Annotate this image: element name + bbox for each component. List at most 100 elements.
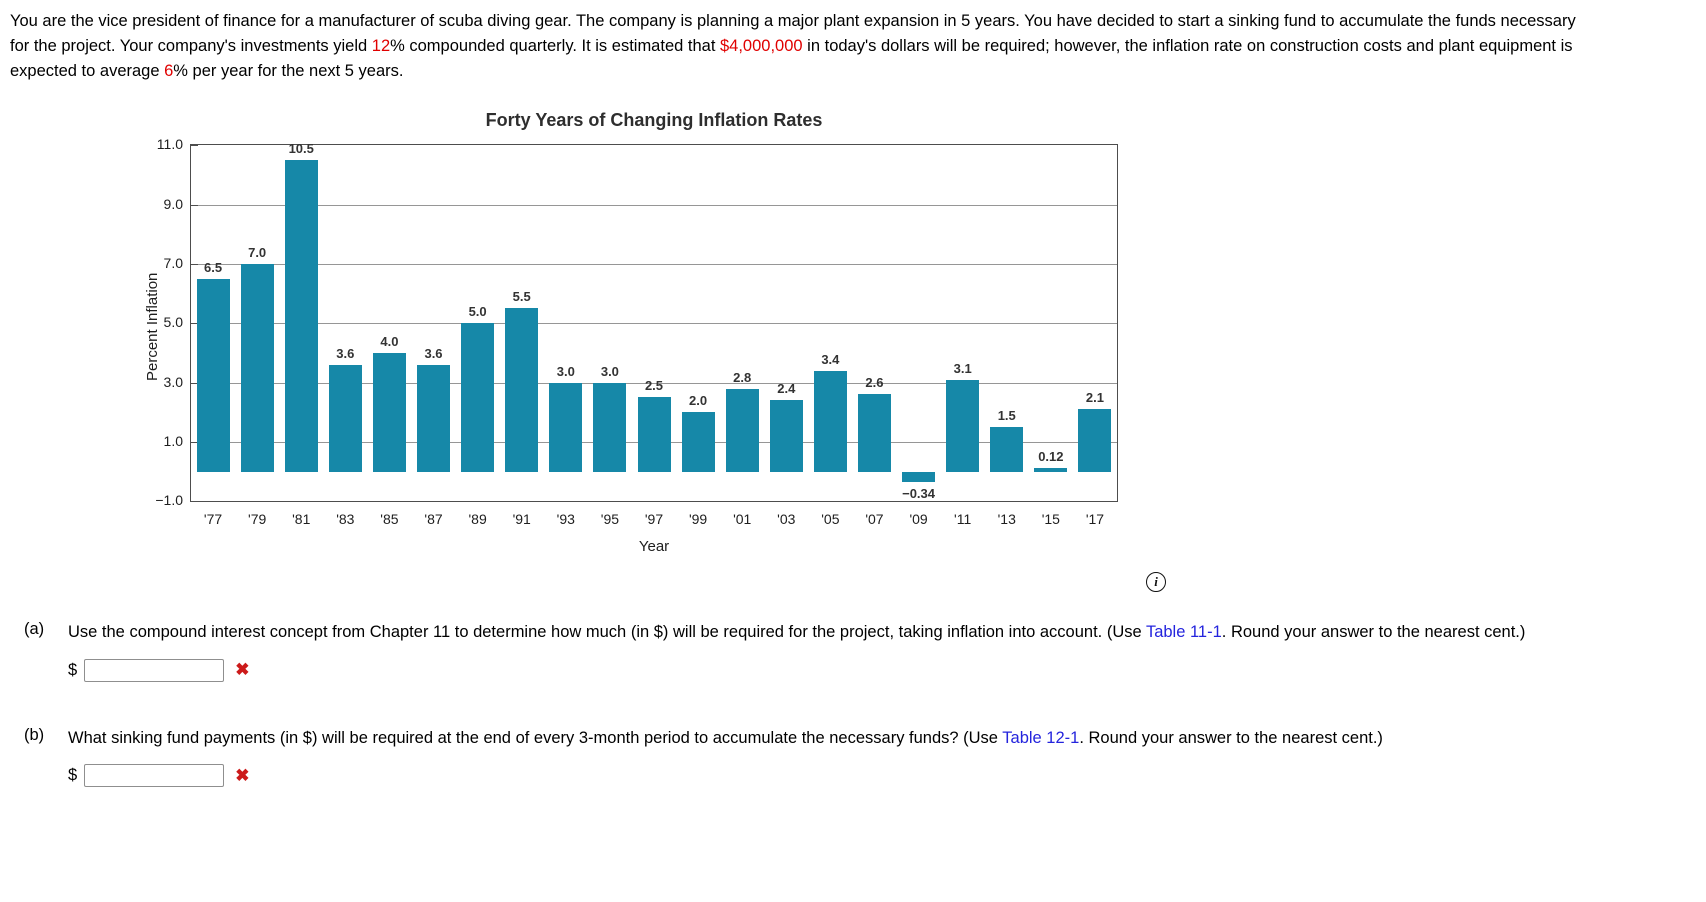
- y-tick-label: 9.0: [163, 195, 183, 212]
- x-tick-label: '11: [954, 511, 972, 528]
- bar-value-label: 7.0: [248, 244, 267, 260]
- bar-value-label: 1.5: [997, 408, 1016, 424]
- x-tick-label: '97: [644, 511, 664, 528]
- gridline: [191, 263, 1117, 265]
- gridline: [191, 323, 1117, 325]
- question-a: (a) Use the compound interest concept fr…: [24, 620, 1706, 682]
- text-run: in today's dollars will be required; how…: [10, 37, 1573, 81]
- x-tick-label: '85: [380, 511, 399, 528]
- y-tick-label: −1.0: [155, 492, 183, 509]
- bar-value-label: 3.6: [424, 345, 443, 361]
- bar-value-label: 10.5: [288, 141, 314, 157]
- bar-value-label: 5.0: [468, 304, 487, 320]
- x-tick-label: '09: [909, 511, 928, 528]
- y-tick-label: 5.0: [163, 314, 183, 331]
- text-run: . Round your answer to the nearest cent.…: [1221, 623, 1526, 642]
- highlight-value: $4,000,000: [720, 37, 803, 56]
- x-tick-label: '95: [600, 511, 620, 528]
- x-tick-label: '13: [997, 511, 1016, 528]
- question-b-answer-row: $ ✖: [68, 764, 1383, 788]
- x-tick-label: '87: [424, 511, 443, 528]
- x-tick-label: '81: [292, 511, 311, 528]
- y-tick-mark: [191, 145, 198, 147]
- y-tick-mark: [191, 263, 198, 265]
- y-tick-mark: [191, 323, 198, 325]
- bar-value-label: 4.0: [380, 333, 399, 349]
- x-tick-label: '79: [248, 511, 267, 528]
- inflation-bar: [372, 352, 406, 472]
- x-tick-label: '17: [1085, 511, 1105, 528]
- inflation-bar: [902, 471, 936, 482]
- currency-symbol: $: [68, 766, 78, 785]
- highlight-value: 6: [164, 62, 174, 81]
- y-tick-label: 3.0: [163, 373, 183, 390]
- question-b-answer-input[interactable]: [84, 764, 225, 788]
- info-icon[interactable]: i: [1146, 572, 1166, 593]
- table-link[interactable]: Table 12-1: [1002, 728, 1080, 747]
- inflation-bar: [196, 278, 230, 472]
- inflation-bar: [461, 323, 495, 472]
- x-tick-label: '05: [821, 511, 840, 528]
- bar-value-label: 5.5: [512, 289, 531, 305]
- bar-value-label: 3.6: [336, 345, 355, 361]
- text-run: You are the vice president of finance fo…: [10, 12, 1576, 56]
- bar-value-label: 2.4: [777, 381, 796, 397]
- text-run: What sinking fund payments (in $) will b…: [68, 728, 1003, 747]
- inflation-bar: [593, 382, 627, 472]
- question-a-answer-input[interactable]: [84, 658, 225, 682]
- x-tick-label: '15: [1041, 511, 1060, 528]
- x-tick-label: '77: [203, 511, 223, 528]
- text-run: % per year for the next 5 years.: [173, 62, 404, 81]
- question-b-text: What sinking fund payments (in $) will b…: [68, 726, 1383, 752]
- x-tick-label: '89: [468, 511, 487, 528]
- text-run: % compounded quarterly. It is estimated …: [390, 37, 720, 56]
- bar-value-label: 6.5: [204, 259, 223, 275]
- inflation-bar: [857, 394, 891, 472]
- bar-value-label: 3.0: [556, 363, 575, 379]
- inflation-chart: Forty Years of Changing Inflation Rates …: [128, 110, 1138, 568]
- x-tick-label: '99: [688, 511, 708, 528]
- y-tick-label: 1.0: [163, 432, 183, 449]
- x-tick-label: '07: [865, 511, 884, 528]
- y-tick-mark: [191, 204, 198, 206]
- inflation-bar: [549, 382, 583, 472]
- bar-value-label: 3.1: [953, 360, 972, 376]
- inflation-bar: [240, 263, 274, 472]
- question-a-answer-row: $ ✖: [68, 658, 1525, 682]
- bar-value-label: 3.0: [600, 363, 619, 379]
- text-run: . Round your answer to the nearest cent.…: [1079, 728, 1383, 747]
- x-tick-label: '01: [733, 511, 752, 528]
- gridline: [191, 382, 1117, 384]
- inflation-bar: [637, 397, 671, 472]
- incorrect-icon: ✖: [235, 765, 250, 785]
- info-row: i: [0, 572, 1166, 593]
- inflation-bar: [328, 364, 362, 472]
- bar-value-label: 2.5: [644, 378, 664, 394]
- inflation-bar: [813, 370, 847, 472]
- table-link[interactable]: Table 11-1: [1145, 623, 1222, 642]
- highlight-value: 12: [371, 37, 391, 56]
- problem-statement: You are the vice president of finance fo…: [0, 0, 1592, 84]
- bar-value-label: 2.6: [865, 375, 884, 391]
- question-a-label: (a): [24, 620, 45, 639]
- inflation-bar: [1078, 409, 1112, 472]
- x-tick-label: '91: [512, 511, 531, 528]
- inflation-bar: [946, 379, 980, 472]
- y-tick-mark: [191, 382, 198, 384]
- x-axis-title: Year: [638, 538, 670, 556]
- chart-plot: 11.0 9.0 7.0 5.0 3.0 1.0 −1.0 6.5 '77 7.0 '79 10.5 '…: [155, 136, 1118, 527]
- y-tick-label: 7.0: [163, 254, 183, 271]
- inflation-bar: [1034, 468, 1068, 472]
- chart-title: Forty Years of Changing Inflation Rates: [485, 110, 823, 131]
- inflation-bar: [769, 400, 803, 472]
- inflation-bar: [505, 308, 539, 472]
- text-run: Use the compound interest concept from C…: [68, 623, 1146, 642]
- question-b-label: (b): [24, 725, 45, 744]
- bar-value-label: 2.1: [1085, 390, 1104, 406]
- x-tick-label: '83: [336, 511, 355, 528]
- inflation-bar: [725, 388, 759, 472]
- bar-value-label: 3.4: [821, 351, 840, 367]
- currency-symbol: $: [68, 660, 78, 679]
- x-tick-label: '93: [556, 511, 575, 528]
- bar-value-label: 2.8: [733, 369, 752, 385]
